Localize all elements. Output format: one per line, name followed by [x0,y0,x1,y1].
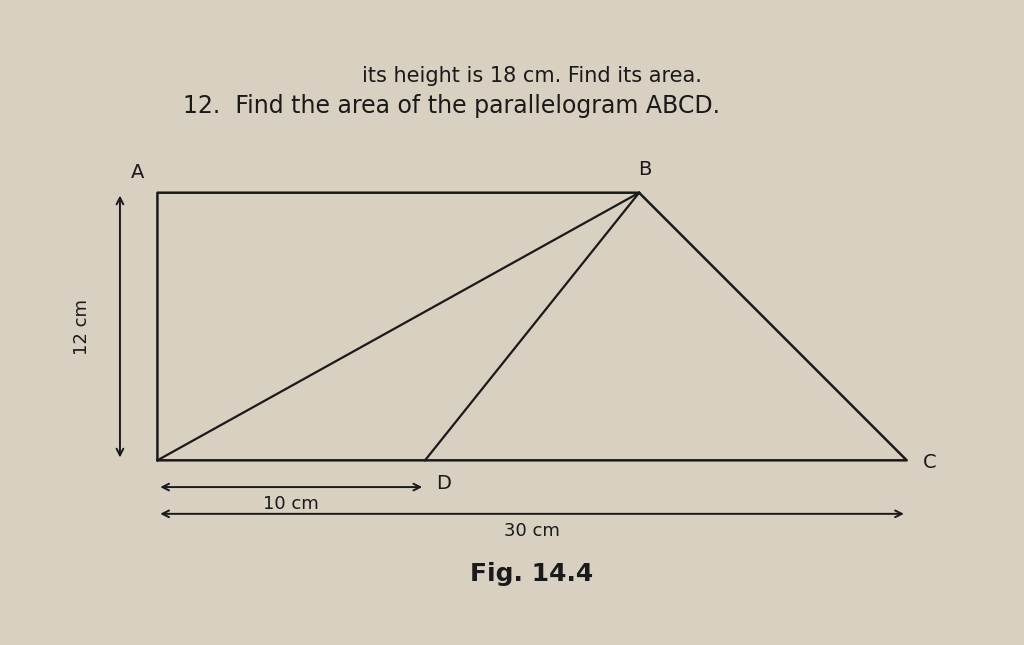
Text: B: B [638,161,651,179]
Text: D: D [436,473,451,493]
Text: 12 cm: 12 cm [74,299,91,355]
Text: 12.  Find the area of the parallelogram ABCD.: 12. Find the area of the parallelogram A… [183,94,720,118]
Text: Fig. 14.4: Fig. 14.4 [470,562,594,586]
Text: its height is 18 cm. Find its area.: its height is 18 cm. Find its area. [362,66,702,86]
Text: 10 cm: 10 cm [263,495,319,513]
Text: C: C [923,453,936,473]
Text: 30 cm: 30 cm [504,522,560,540]
Text: A: A [131,163,144,182]
